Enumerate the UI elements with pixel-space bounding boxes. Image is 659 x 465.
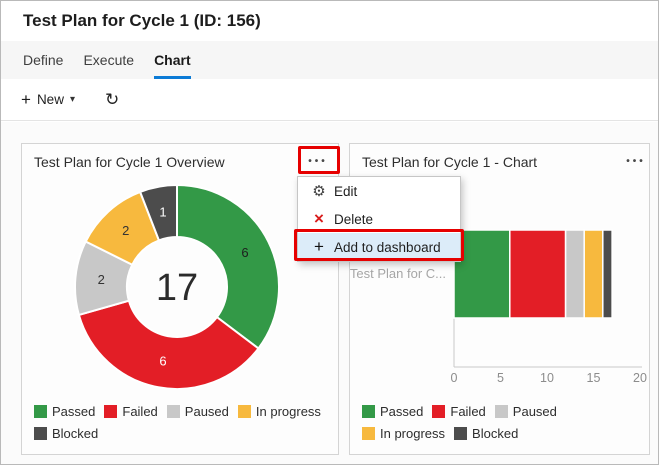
x-axis-tick-label: 5 <box>497 371 504 385</box>
ellipsis-icon: ••• <box>308 156 328 167</box>
legend-swatch-failed <box>432 405 446 418</box>
more-button-overview[interactable]: ••• <box>300 151 336 173</box>
more-button-chart[interactable]: ••• <box>618 151 654 173</box>
menu-item-edit[interactable]: ⚙ Edit <box>298 177 460 205</box>
legend-item-passed: Passed <box>34 404 95 419</box>
x-axis-tick-label: 20 <box>633 371 647 385</box>
bar-segment-passed <box>453 229 511 319</box>
legend-label: Blocked <box>52 426 99 441</box>
donut-segment-blocked <box>138 183 178 242</box>
legend-label: Passed <box>380 404 424 419</box>
legend-swatch-paused <box>494 405 508 418</box>
plus-icon: + <box>21 89 31 109</box>
plus-icon: + <box>314 237 324 256</box>
legend-label: In progress <box>255 404 321 419</box>
bar-segment-in-progress <box>583 229 604 319</box>
menu-item-delete[interactable]: × Delete <box>298 205 460 233</box>
gear-icon: ⚙ <box>312 183 326 200</box>
menu-item-label: Add to dashboard <box>334 239 441 255</box>
toolbar: + New ▾ ↻ <box>1 79 658 121</box>
legend-item-blocked: Blocked <box>34 426 98 441</box>
legend: Passed Failed Paused In progress Blocked <box>34 404 332 441</box>
legend-swatch-in-progress <box>362 427 375 440</box>
donut-segment-value: 6 <box>241 245 248 260</box>
chevron-down-icon: ▾ <box>69 94 75 105</box>
legend-swatch-passed <box>362 405 375 418</box>
tab-chart[interactable]: Chart <box>154 41 191 79</box>
tab-define[interactable]: Define <box>23 52 64 68</box>
ellipsis-icon: ••• <box>626 156 646 167</box>
bar-category-label: Test Plan for C... <box>350 266 446 281</box>
new-button[interactable]: + New ▾ <box>21 89 75 109</box>
legend-label: Failed <box>122 404 158 419</box>
menu-item-label: Edit <box>334 183 358 199</box>
legend-label: Failed <box>450 404 486 419</box>
menu-item-label: Delete <box>334 211 374 227</box>
donut-segment-failed <box>77 299 260 390</box>
new-button-label: New <box>36 92 64 107</box>
legend-item-paused: Paused <box>166 404 229 419</box>
bar-chart: 0 5 10 15 20 Test Plan for C... <box>350 218 647 385</box>
tab-bar: Define Execute Chart <box>1 41 658 79</box>
legend-item-in-progress: In progress <box>362 426 445 441</box>
donut-segment-value: 6 <box>159 354 166 369</box>
donut-segment-value: 1 <box>159 204 166 219</box>
legend: Passed Failed Paused In progress Blocked <box>362 404 646 441</box>
tab-execute[interactable]: Execute <box>83 52 135 68</box>
legend-item-passed: Passed <box>362 404 423 419</box>
legend-swatch-in-progress <box>237 405 251 418</box>
refresh-icon: ↻ <box>104 89 120 109</box>
legend-swatch-blocked <box>34 427 47 440</box>
widget-title: Test Plan for Cycle 1 - Chart <box>362 154 538 170</box>
refresh-button[interactable]: ↻ <box>105 90 119 110</box>
legend-swatch-paused <box>166 405 180 418</box>
widget-overview: Test Plan for Cycle 1 Overview ••• 6 6 2 2 1… <box>21 143 339 455</box>
page-title: Test Plan for Cycle 1 (ID: 156) <box>23 11 261 30</box>
donut-segment-value: 2 <box>122 223 129 238</box>
context-menu: ⚙ Edit × Delete + Add to dashboard <box>297 176 461 262</box>
legend-label: Passed <box>52 404 96 419</box>
donut-segment-passed <box>176 183 280 350</box>
widget-title: Test Plan for Cycle 1 Overview <box>34 154 225 170</box>
donut-chart: 6 6 2 2 1 17 <box>74 183 280 390</box>
x-axis-tick-label: 0 <box>451 371 458 385</box>
donut-segment-value: 2 <box>98 272 105 287</box>
legend-label: In progress <box>380 426 446 441</box>
legend-item-paused: Paused <box>494 404 557 419</box>
bar-segment-blocked <box>602 229 613 319</box>
donut-total-label: 17 <box>156 267 198 309</box>
legend-label: Paused <box>512 404 557 419</box>
legend-label: Blocked <box>472 426 519 441</box>
bar-segment-failed <box>509 229 567 319</box>
legend-swatch-blocked <box>454 427 468 440</box>
legend-swatch-passed <box>34 405 47 418</box>
legend-swatch-failed <box>104 405 118 418</box>
legend-item-failed: Failed <box>104 404 158 419</box>
delete-x-icon: × <box>314 209 324 228</box>
x-axis-tick-label: 10 <box>540 371 554 385</box>
bar-segment-paused <box>564 229 585 319</box>
legend-item-in-progress: In progress <box>237 404 321 419</box>
x-axis-tick-label: 15 <box>587 371 601 385</box>
menu-item-add-to-dashboard[interactable]: + Add to dashboard <box>298 233 460 261</box>
legend-item-blocked: Blocked <box>454 426 518 441</box>
legend-item-failed: Failed <box>432 404 486 419</box>
legend-label: Paused <box>184 404 229 419</box>
